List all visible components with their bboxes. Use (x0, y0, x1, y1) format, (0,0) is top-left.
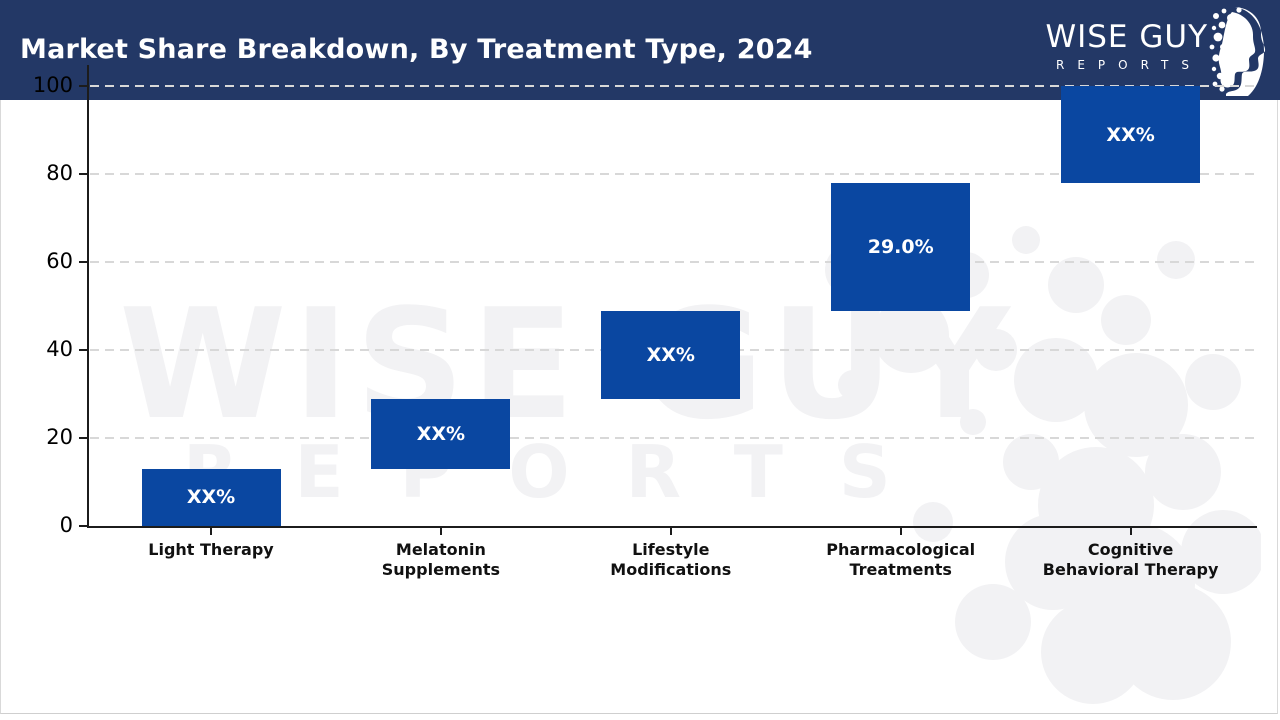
y-tick (79, 349, 87, 352)
y-tick-label: 20 (46, 425, 73, 450)
logo-subtext: REPORTS (1055, 58, 1202, 72)
bar: XX% (601, 310, 741, 399)
x-axis (87, 526, 1257, 528)
y-axis (87, 65, 89, 528)
bar-value-label: XX% (646, 343, 695, 366)
category-label-line: Lifestyle (632, 540, 710, 559)
x-category-label: Melatonin Supplements (326, 540, 556, 580)
bar: 29.0% (831, 183, 971, 311)
bar-value-label: XX% (1106, 123, 1155, 146)
y-tick-label: 40 (46, 337, 73, 362)
y-tick-label: 0 (59, 513, 73, 537)
x-category-label: Lifestyle Modifications (556, 540, 786, 580)
logo-wordmark: WISE GUY (1045, 19, 1208, 55)
x-tick (1129, 528, 1132, 535)
category-label-line: Cognitive (1087, 540, 1174, 559)
bar-value-label: XX% (416, 422, 466, 445)
x-category-label: Cognitive Behavioral Therapy (1016, 540, 1246, 580)
x-tick (439, 528, 442, 535)
x-category-label: Light Therapy (96, 540, 326, 560)
plot: 0 20 40 60 80 100 XX% Light Therapy XX% Melatonin… (32, 65, 1257, 580)
x-tick (210, 528, 212, 535)
y-tick-label: 60 (46, 249, 73, 274)
wise-guy-logo: WISE GUY REPORTS (1022, 0, 1272, 100)
bar: XX% (1061, 86, 1201, 184)
title-bar: Market Share Breakdown, By Treatment Typ… (0, 0, 1280, 100)
category-label-line: Light Therapy (148, 540, 274, 559)
y-tick-label: 100 (32, 73, 73, 98)
x-tick (669, 528, 672, 535)
category-label-line: Supplements (381, 560, 501, 579)
bar-value-label: XX% (186, 486, 236, 509)
x-category-label: Pharmacological Treatments (786, 540, 1016, 580)
gridline (90, 437, 1256, 440)
x-tick (899, 528, 902, 535)
category-label-line: Treatments (849, 560, 952, 579)
page-title: Market Share Breakdown, By Treatment Typ… (20, 34, 813, 65)
gridline (90, 173, 1256, 176)
category-label-line: Melatonin (395, 540, 486, 559)
bar: XX% (141, 468, 281, 526)
bar: XX% (371, 398, 511, 469)
y-tick (79, 525, 87, 527)
gridline (90, 261, 1256, 264)
gridline (90, 85, 1256, 88)
category-label-line: Behavioral Therapy (1042, 560, 1219, 579)
bar-value-label: 29.0% (867, 235, 934, 258)
y-tick-label: 80 (46, 161, 73, 186)
category-label-line: Modifications (610, 560, 732, 579)
y-tick (79, 437, 87, 440)
y-tick (79, 85, 87, 88)
y-tick (79, 261, 87, 264)
category-label-line: Pharmacological (826, 540, 976, 559)
logo-head-icon (1209, 7, 1266, 96)
y-tick (79, 173, 87, 176)
